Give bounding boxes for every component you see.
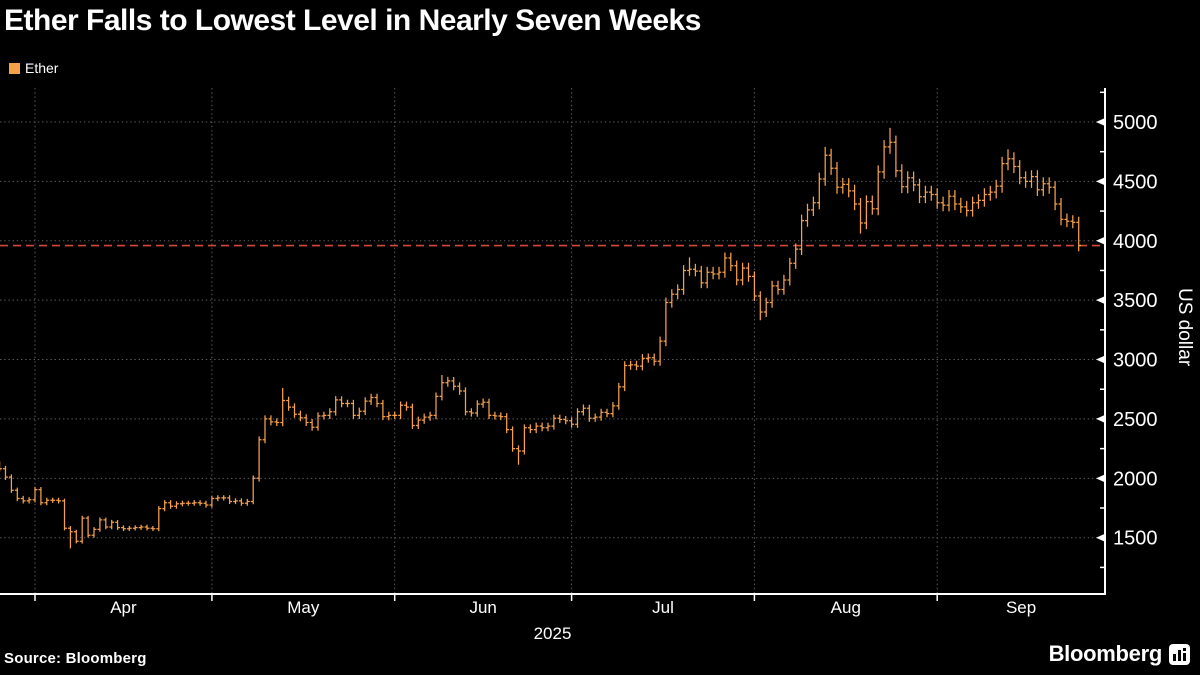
y-axis-title: US dollar bbox=[1174, 288, 1195, 367]
x-label-Sep: Sep bbox=[1006, 598, 1036, 617]
source-note: Source: Bloomberg bbox=[4, 650, 147, 667]
bloomberg-logo: Bloomberg bbox=[1049, 641, 1190, 667]
y-major-tick-3000 bbox=[1096, 355, 1105, 364]
y-tick-label-3000: 3000 bbox=[1113, 350, 1158, 372]
y-tick-label-3500: 3500 bbox=[1113, 290, 1158, 312]
y-tick-label-2000: 2000 bbox=[1113, 468, 1158, 490]
legend-swatch-ether bbox=[9, 62, 20, 74]
y-tick-label-4000: 4000 bbox=[1113, 231, 1158, 253]
y-major-tick-4000 bbox=[1096, 236, 1105, 245]
x-label-May: May bbox=[287, 598, 320, 617]
y-tick-label-4500: 4500 bbox=[1113, 171, 1158, 193]
x-label-Jun: Jun bbox=[469, 598, 496, 617]
y-tick-label-1500: 1500 bbox=[1113, 528, 1158, 550]
x-label-Apr: Apr bbox=[110, 598, 137, 617]
legend-label-ether: Ether bbox=[25, 60, 59, 76]
x-label-Aug: Aug bbox=[831, 598, 861, 617]
y-major-tick-4500 bbox=[1096, 177, 1105, 186]
y-tick-label-2500: 2500 bbox=[1113, 409, 1158, 431]
y-major-tick-1500 bbox=[1096, 533, 1105, 542]
bloomberg-wordmark: Bloomberg bbox=[1048, 641, 1163, 666]
page-title: Ether Falls to Lowest Level in Nearly Se… bbox=[4, 4, 701, 37]
y-major-tick-3500 bbox=[1096, 296, 1105, 305]
y-major-tick-5000 bbox=[1096, 118, 1105, 126]
x-axis-year-label: 2025 bbox=[534, 624, 572, 643]
bloomberg-chart-icon bbox=[1169, 643, 1190, 665]
y-major-tick-2000 bbox=[1096, 474, 1105, 483]
legend: Ether bbox=[9, 60, 58, 76]
y-tick-label-5000: 5000 bbox=[1113, 112, 1158, 134]
x-label-Jul: Jul bbox=[652, 598, 674, 617]
y-major-tick-2500 bbox=[1096, 414, 1105, 423]
ether-ohlc-bars bbox=[0, 127, 1082, 549]
